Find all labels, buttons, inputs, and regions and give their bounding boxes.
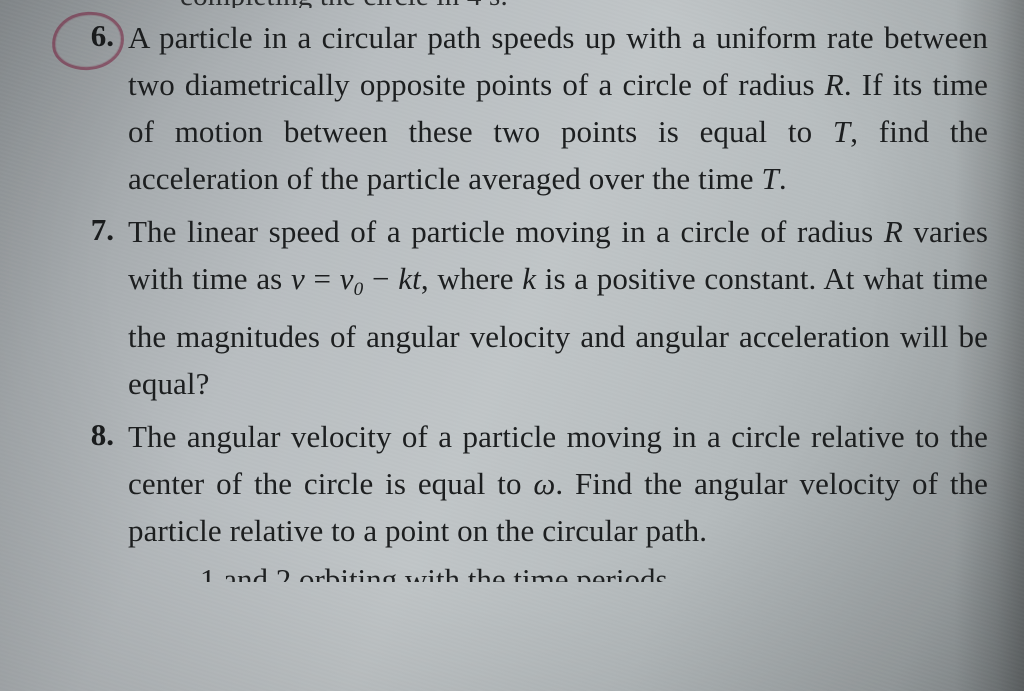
problem-body: The linear speed of a particle moving in… bbox=[128, 208, 988, 407]
textbook-page: completing the circle in 4 s. 6. A partic… bbox=[0, 0, 1024, 691]
text-run: The linear speed of a particle moving in… bbox=[128, 214, 884, 249]
math-symbol: v bbox=[340, 261, 354, 296]
problem-8: 8. The angular velocity of a particle mov… bbox=[50, 413, 988, 554]
text-run: , where bbox=[421, 261, 522, 296]
problem-number-col: 8. bbox=[50, 413, 128, 457]
math-symbol: T bbox=[833, 114, 850, 149]
problem-number: 8. bbox=[91, 413, 114, 457]
text-run: − bbox=[363, 261, 398, 296]
pen-circle-annotation bbox=[50, 10, 126, 73]
problem-number: 7. bbox=[91, 208, 114, 252]
math-symbol: kt bbox=[398, 261, 421, 296]
problem-number-col: 6. bbox=[50, 14, 128, 58]
math-symbol: R bbox=[825, 67, 844, 102]
problem-number-col: 7. bbox=[50, 208, 128, 252]
partial-bottom-text: 1 and 2 orbiting with the time periods bbox=[200, 562, 668, 582]
problem-body: The angular velocity of a particle movin… bbox=[128, 413, 988, 554]
partial-line-bottom: 1 and 2 orbiting with the time periods bbox=[200, 556, 988, 582]
problem-body: A particle in a circular path speeds up … bbox=[128, 14, 988, 202]
text-run: = bbox=[305, 261, 340, 296]
problem-6: 6. A particle in a circular path speeds u… bbox=[50, 14, 988, 202]
problems-list: 6. A particle in a circular path speeds u… bbox=[50, 14, 988, 554]
partial-top-text: completing the circle in 4 s. bbox=[180, 0, 508, 8]
subscript: 0 bbox=[354, 279, 364, 300]
math-symbol: ω bbox=[533, 466, 555, 501]
math-symbol: T bbox=[761, 161, 778, 196]
problem-number: 6. bbox=[91, 14, 114, 58]
math-symbol: k bbox=[522, 261, 536, 296]
problem-7: 7. The linear speed of a particle moving … bbox=[50, 208, 988, 407]
math-symbol: v bbox=[291, 261, 305, 296]
math-symbol: R bbox=[884, 214, 903, 249]
partial-line-top: completing the circle in 4 s. bbox=[180, 0, 988, 8]
text-run: . bbox=[779, 161, 787, 196]
